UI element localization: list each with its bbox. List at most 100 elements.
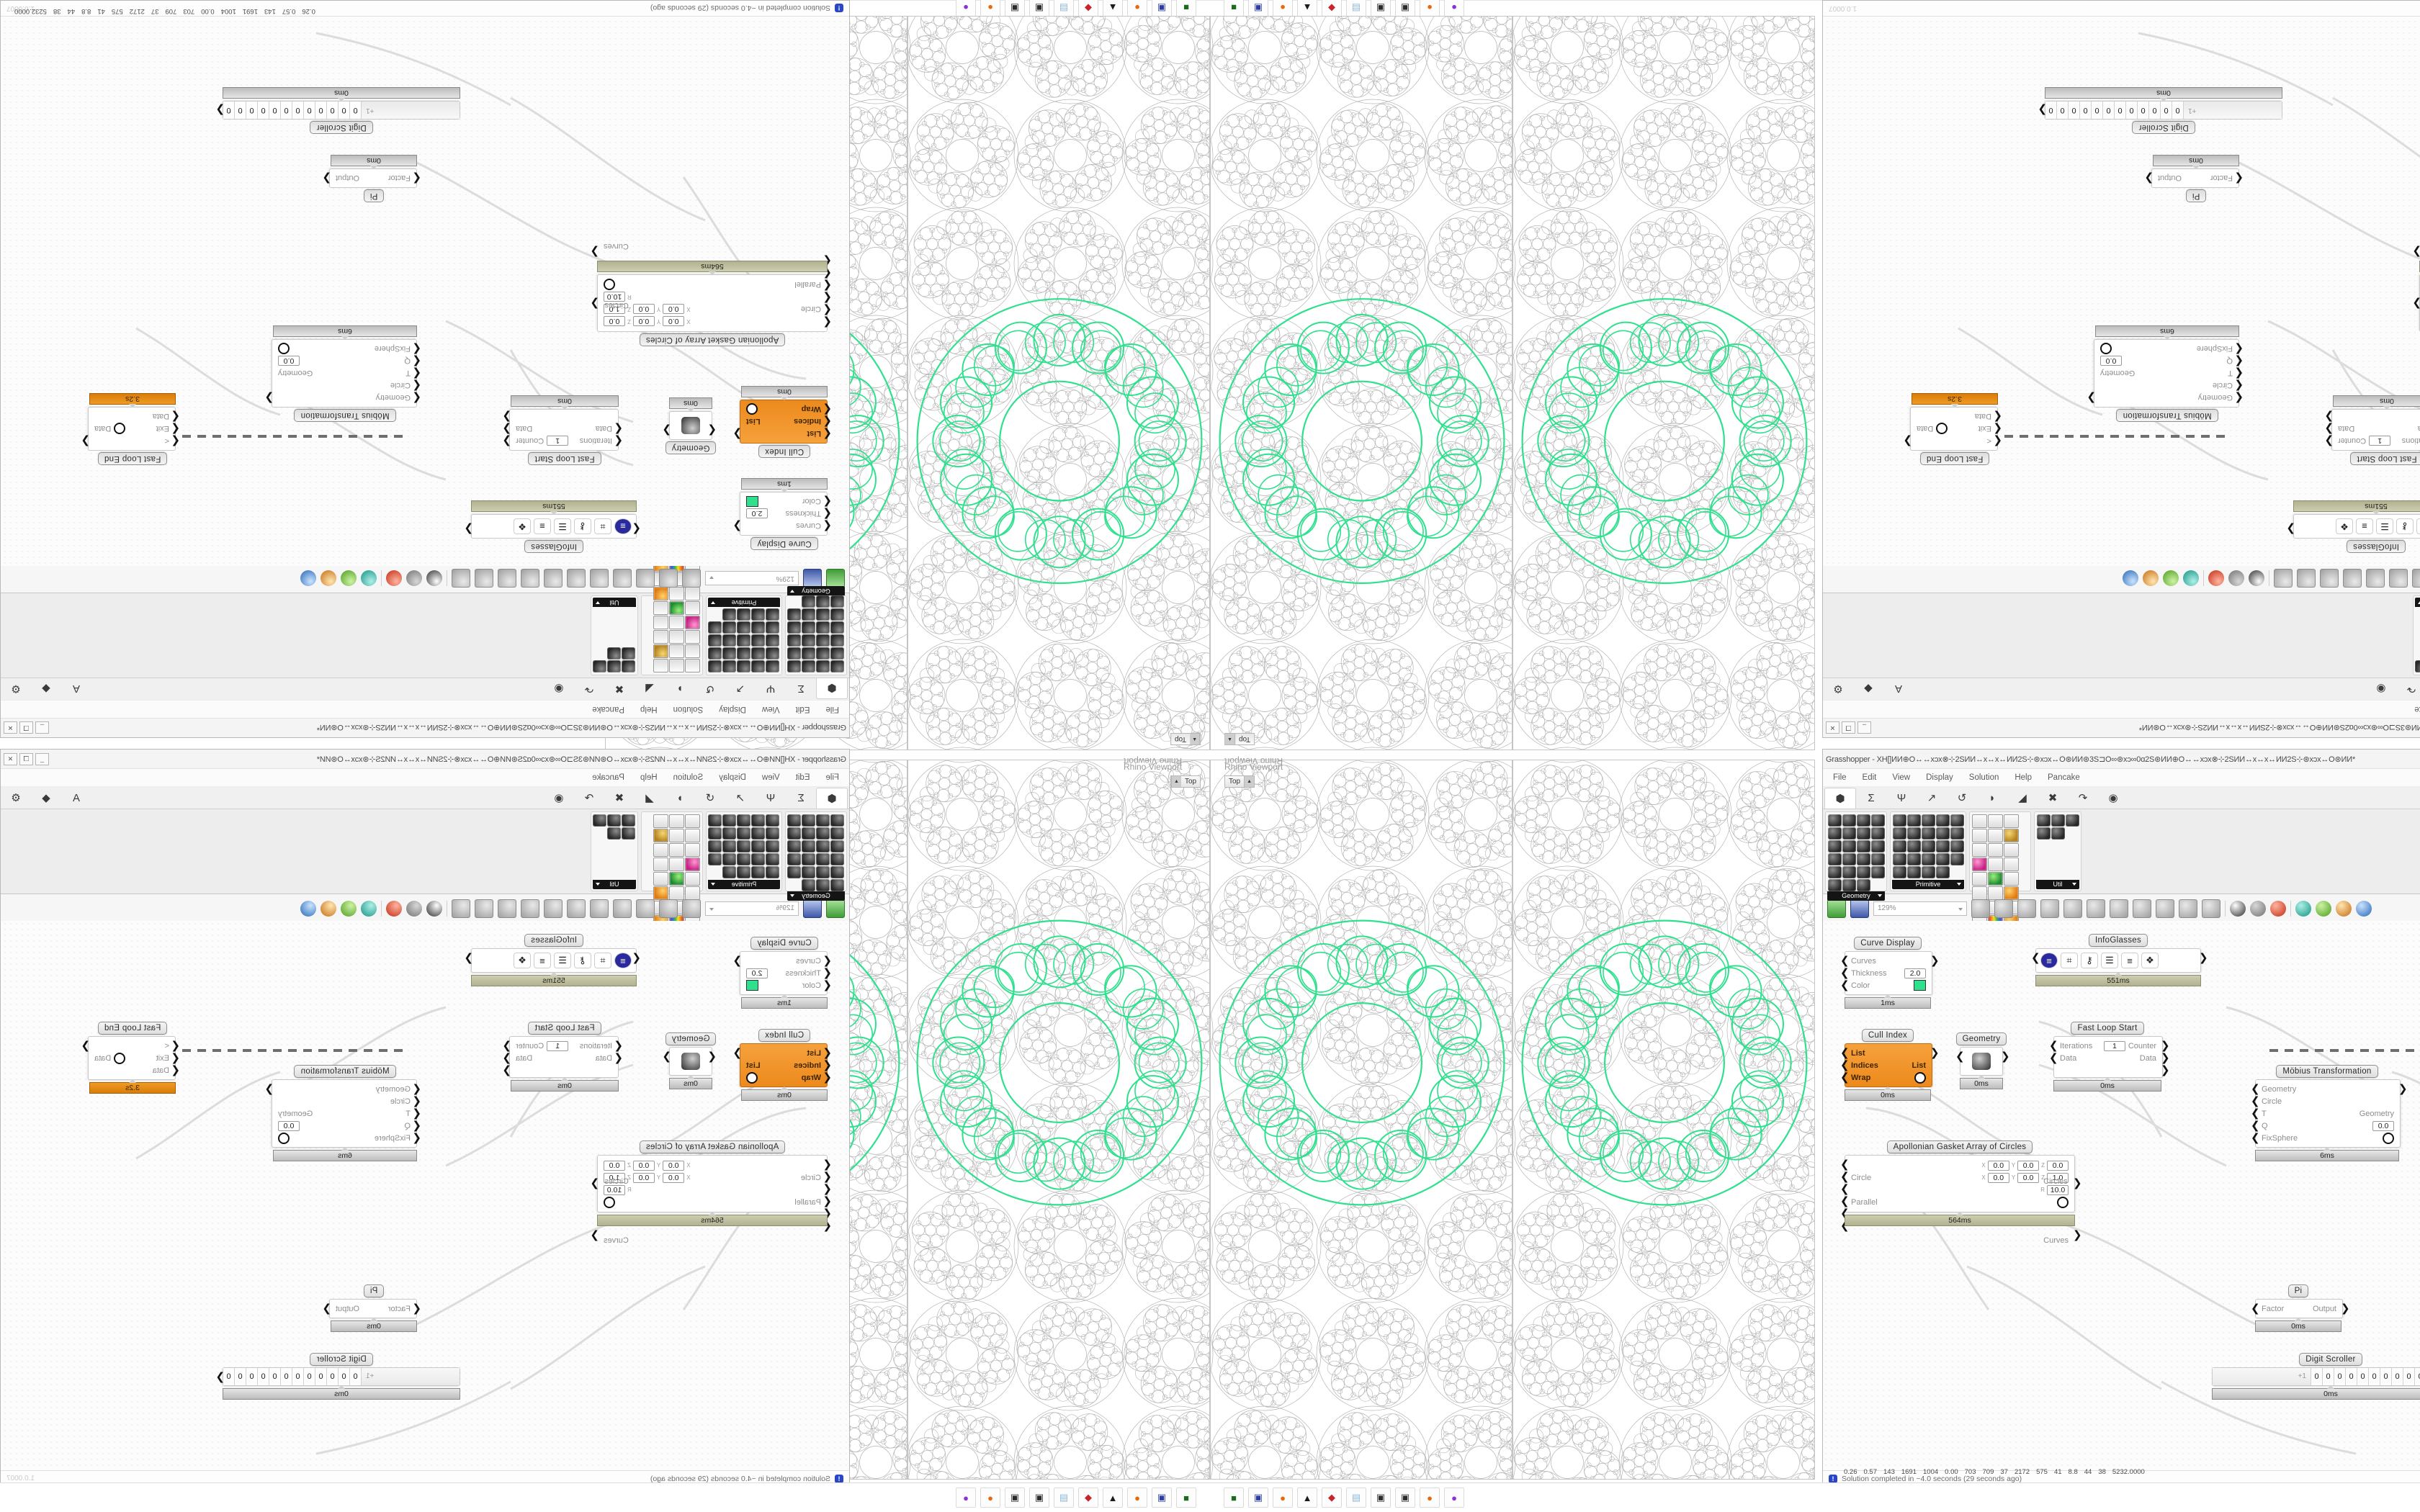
digit-cell[interactable]: 0: [2380, 1368, 2391, 1385]
pancake-tab[interactable]: ◆: [31, 679, 61, 699]
component-cull-index[interactable]: Cull Index List Indices List Wrap ❮ ❮ ❮ ❯ 0ms: [1845, 1029, 1931, 1101]
toggle-control[interactable]: [2383, 1133, 2394, 1144]
puzzle-icon[interactable]: ❖: [2336, 518, 2353, 534]
port-input[interactable]: ❮: [635, 524, 641, 534]
component-icon[interactable]: [1842, 879, 1856, 891]
pink-box-icon[interactable]: [498, 570, 516, 588]
digit-cell[interactable]: 0: [2092, 102, 2103, 119]
surface-tab[interactable]: ◗: [1977, 788, 2007, 808]
component-curve-display[interactable]: Curve Display Curves Thickness 2.0 Color ❮ ❮ ❮ ❯…: [1845, 937, 1931, 1009]
component-nickname[interactable]: Pi: [364, 189, 385, 202]
port-input[interactable]: ❮: [825, 956, 832, 966]
digit-sign[interactable]: +1: [2184, 102, 2282, 119]
preview-mode-icon-1[interactable]: [2228, 571, 2244, 587]
bulb-icon[interactable]: [475, 570, 493, 588]
port-output[interactable]: ❯: [267, 393, 274, 402]
component-nickname[interactable]: Curve Display: [1854, 937, 1921, 950]
taskbar[interactable]: ● ● ▣ ▣ ▤ ◆ ▲ ● ▣ ■ ■ ▣ ● ▲ ◆ ▤ ▣ ▣ ● ●: [0, 1482, 2420, 1512]
component-icon[interactable]: [831, 866, 845, 878]
display-mode-icon-1[interactable]: [2316, 901, 2331, 917]
digit-cell[interactable]: 0: [2391, 1368, 2403, 1385]
grid-icon[interactable]: ⌗: [2061, 953, 2078, 968]
port-output[interactable]: ❯: [505, 412, 511, 421]
component-nickname[interactable]: Pi: [364, 1284, 385, 1297]
surface-tab[interactable]: ◗: [665, 679, 695, 699]
component-icon[interactable]: [831, 840, 845, 852]
component-icon[interactable]: [1988, 858, 2003, 871]
display-mode-icon-3[interactable]: [2356, 901, 2372, 917]
port-output[interactable]: ❯: [325, 1304, 331, 1313]
component-icon[interactable]: [788, 827, 802, 840]
component-body[interactable]: Geometry Circle T Geometry Q 0.0 FixSphere ❮ ❮ ❮ ❮…: [2094, 339, 2239, 408]
port-input[interactable]: ❮: [710, 426, 717, 435]
taskbar-icon-notepad[interactable]: ▤: [1054, 1488, 1074, 1508]
port-output-circles[interactable]: ❯: [2415, 299, 2420, 308]
gha-icon[interactable]: [2087, 899, 2105, 918]
color-swatch[interactable]: [746, 496, 758, 507]
component-icon[interactable]: [1857, 827, 1870, 840]
port-input[interactable]: ❮: [2237, 344, 2244, 354]
component-icon[interactable]: [802, 879, 816, 891]
component-nickname[interactable]: Digit Scroller: [2132, 121, 2195, 134]
component-icon[interactable]: [788, 648, 802, 660]
display-mode-icon-3[interactable]: [2123, 571, 2138, 587]
component-icon[interactable]: [817, 648, 830, 660]
component-body[interactable]: ❮ ❯: [669, 1047, 712, 1076]
port-input[interactable]: ❮: [825, 521, 832, 531]
menu-item-solution[interactable]: Solution: [673, 705, 704, 714]
port-input[interactable]: ❮: [415, 174, 421, 183]
grasshopper-window-top-left[interactable]: Grasshopper - XH[]ИИ⊕O↔↔xɔx⊗⊹2SИИ↔x↔x↔ИИ…: [0, 0, 850, 738]
component-pi[interactable]: Pi Factor Output ❮ ❯ 0ms: [2255, 1284, 2341, 1332]
component-icon[interactable]: [788, 840, 802, 852]
component-icon[interactable]: [1936, 866, 1950, 878]
component-icon[interactable]: [817, 814, 830, 827]
menu-item-edit[interactable]: Edit: [796, 705, 810, 714]
digit-sign[interactable]: +1: [362, 102, 460, 119]
component-icon[interactable]: [788, 853, 802, 865]
grasshopper-window-bottom-left[interactable]: Grasshopper - XH[]ИИ⊕O↔↔xɔx⊗⊹2SИИ↔x↔x↔ИИ…: [0, 749, 850, 1487]
digit-cell[interactable]: 0: [315, 102, 327, 119]
component-icon[interactable]: [1972, 858, 1987, 871]
port-output[interactable]: ❯: [218, 105, 225, 114]
component-icon[interactable]: [788, 622, 802, 634]
component-infoglasses[interactable]: InfoGlasses≡⌗⚷☰≡❖❮❯551ms: [2035, 934, 2201, 986]
component-cull-index[interactable]: Cull Index List Indices List Wrap ❮ ❮ ❮ ❯ 0ms: [741, 386, 828, 458]
component-icon[interactable]: [752, 866, 766, 878]
component-icon[interactable]: [670, 872, 685, 886]
port-input[interactable]: ❮: [415, 1109, 421, 1118]
port-output-circles[interactable]: ❯: [593, 1179, 599, 1188]
digit-cell[interactable]: 0: [246, 1368, 258, 1385]
zoom-level-input[interactable]: 129%: [1873, 901, 1967, 916]
component-icon[interactable]: [817, 827, 830, 840]
taskbar-icon-grasshopper[interactable]: ▣: [1005, 1488, 1025, 1508]
digit-cell[interactable]: 0: [292, 1368, 304, 1385]
port-input[interactable]: ❮: [825, 1073, 832, 1082]
port-input[interactable]: ❮: [174, 412, 180, 421]
port-input[interactable]: ❮: [1996, 412, 2002, 421]
component-nickname[interactable]: Fast Loop Start: [528, 452, 601, 465]
taskbar-icon-notepad-m[interactable]: ▤: [1346, 1488, 1366, 1508]
component-icon[interactable]: [686, 886, 701, 900]
component-icon[interactable]: [817, 596, 830, 608]
mesh-tab[interactable]: ◢: [635, 788, 665, 808]
component-icon[interactable]: [738, 648, 751, 660]
sets-tab[interactable]: Ψ: [1886, 788, 1917, 808]
viewport-tab-bottom-right[interactable]: Top ▲: [1224, 775, 1255, 788]
component-icon[interactable]: [670, 602, 685, 616]
port-input[interactable]: ❮: [415, 356, 421, 366]
toggle-control[interactable]: [746, 1072, 758, 1084]
digit-cell[interactable]: 0: [269, 1368, 281, 1385]
port-input[interactable]: ❮: [174, 1041, 180, 1050]
mesh-tab[interactable]: ◢: [2007, 788, 2038, 808]
component-curve-display[interactable]: Curve Display Curves Thickness 2.0 Color ❮ ❮ ❮ ❯…: [741, 478, 828, 550]
component-icon[interactable]: [654, 814, 669, 828]
component-nickname[interactable]: Pi: [2288, 1284, 2309, 1297]
value-field[interactable]: 0.0: [278, 356, 300, 366]
component-icon[interactable]: [622, 648, 636, 660]
component-icon[interactable]: [766, 814, 780, 827]
